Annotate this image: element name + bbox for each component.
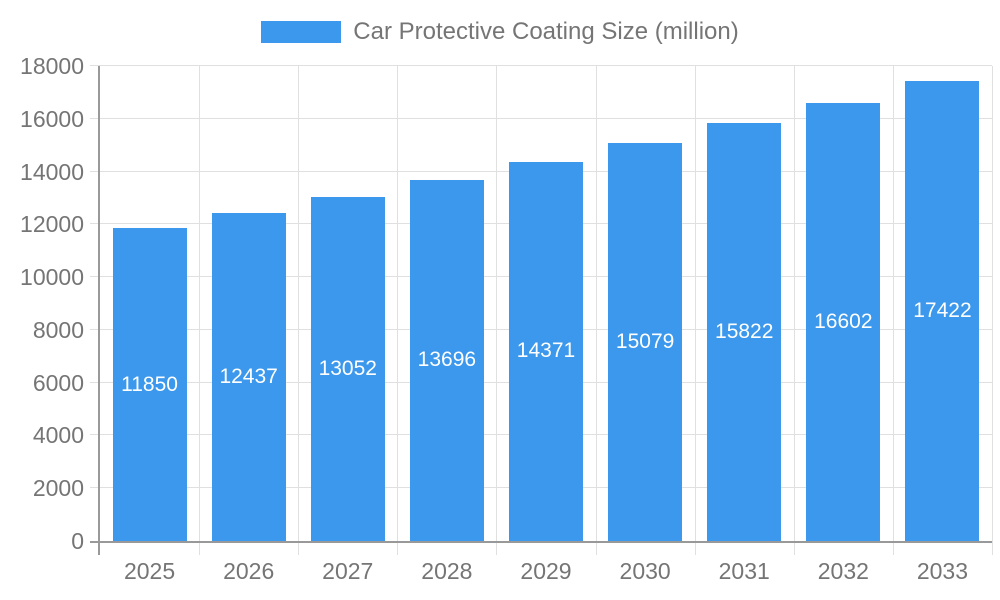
x-tick-label: 2032 [817, 558, 869, 584]
x-tick-label: 2029 [520, 558, 572, 584]
x-tick-label: 2031 [718, 558, 770, 584]
x-tick-label: 2033 [916, 558, 969, 584]
legend: Car Protective Coating Size (million) [0, 18, 1000, 45]
x-tick-label: 2026 [223, 558, 275, 584]
gridline-h [90, 65, 992, 66]
gridline-v [199, 66, 201, 555]
bar: 15079 [608, 143, 683, 541]
y-axis-line [98, 66, 100, 555]
x-axis-line [90, 541, 992, 543]
bar-value-label: 15822 [715, 320, 774, 344]
y-axis-labels: 0 2000 4000 6000 8000 10000 12000 14000 16000 180… [0, 53, 84, 554]
x-tick-label: 2027 [322, 558, 374, 584]
gridline-v [496, 66, 498, 555]
y-tick-label: 8000 [32, 316, 84, 343]
y-tick-label: 4000 [32, 422, 84, 449]
bar-value-label: 14371 [516, 339, 576, 363]
y-tick-label: 0 [71, 528, 84, 554]
x-axis-labels: 2025 2026 2027 2028 2029 2030 2031 2032 2033 [100, 557, 992, 585]
bar-value-label: 12437 [219, 364, 278, 388]
x-tick-label: 2025 [123, 558, 176, 584]
plot-area: 11850 12437 13052 13696 14371 15079 15822 16602… [90, 65, 993, 555]
bar: 12437 [211, 212, 286, 541]
gridline-v [397, 66, 399, 555]
y-tick-label: 16000 [20, 105, 84, 132]
bar-value-label: 11850 [121, 372, 178, 396]
gridline-v [298, 66, 300, 555]
x-tick-label: 2028 [421, 558, 473, 584]
bar: 13052 [310, 196, 385, 541]
bar: 13696 [409, 179, 484, 541]
y-tick-label: 14000 [20, 158, 84, 185]
bar: 14371 [508, 161, 584, 541]
gridline-h [90, 117, 992, 119]
y-tick-label: 6000 [32, 369, 84, 396]
gridline-v [992, 66, 993, 555]
legend-label: Car Protective Coating Size (million) [353, 18, 739, 45]
gridline-v [793, 66, 795, 555]
bars-layer: 11850 12437 13052 13696 14371 15079 15822 16602… [100, 66, 992, 541]
bar-value-label: 15079 [615, 330, 675, 354]
y-tick-label: 12000 [20, 211, 84, 238]
x-tick-label: 2030 [619, 558, 671, 584]
bar: 11850 [112, 228, 187, 541]
y-tick-label: 2000 [32, 475, 84, 502]
bar: 16602 [806, 102, 881, 541]
bar-value-label: 17422 [913, 299, 972, 323]
gridline-v [694, 66, 696, 555]
y-tick-label: 18000 [20, 53, 84, 79]
bar-value-label: 13052 [318, 356, 377, 380]
bar-value-label: 16602 [814, 309, 873, 333]
bar: 17422 [905, 81, 980, 541]
gridline-v [892, 66, 894, 555]
y-tick-label: 10000 [20, 264, 84, 291]
bar: 15822 [707, 123, 782, 541]
legend-swatch [261, 21, 342, 43]
bar-value-label: 13696 [417, 348, 477, 372]
gridline-v [595, 66, 597, 555]
